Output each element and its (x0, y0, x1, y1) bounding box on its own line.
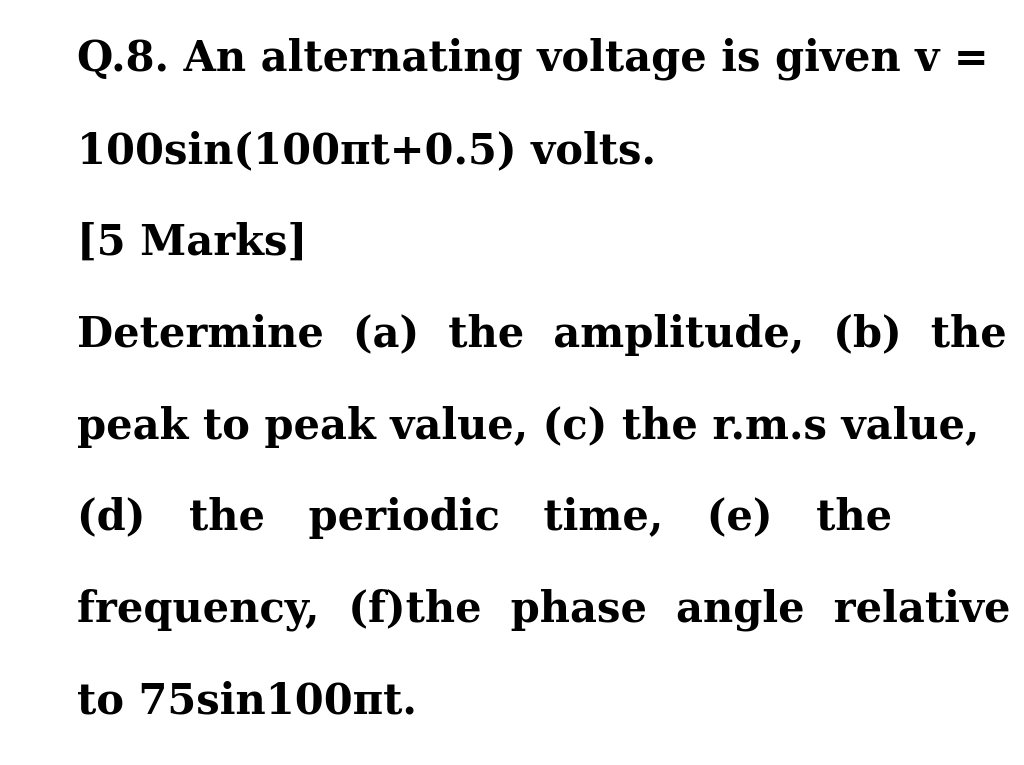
Text: frequency,  (f)the  phase  angle  relative: frequency, (f)the phase angle relative (77, 588, 1011, 631)
Text: Q.8. An alternating voltage is given v =: Q.8. An alternating voltage is given v = (77, 37, 988, 80)
Text: peak to peak value, (c) the r.m.s value,: peak to peak value, (c) the r.m.s value, (77, 405, 979, 448)
Text: 100sin(100πt+0.5) volts.: 100sin(100πt+0.5) volts. (77, 130, 655, 172)
Text: [5 Marks]: [5 Marks] (77, 222, 307, 264)
Text: to 75sin100πt.: to 75sin100πt. (77, 681, 417, 723)
Text: (d)   the   periodic   time,   (e)   the: (d) the periodic time, (e) the (77, 497, 892, 539)
Text: Determine  (a)  the  amplitude,  (b)  the: Determine (a) the amplitude, (b) the (77, 314, 1007, 356)
